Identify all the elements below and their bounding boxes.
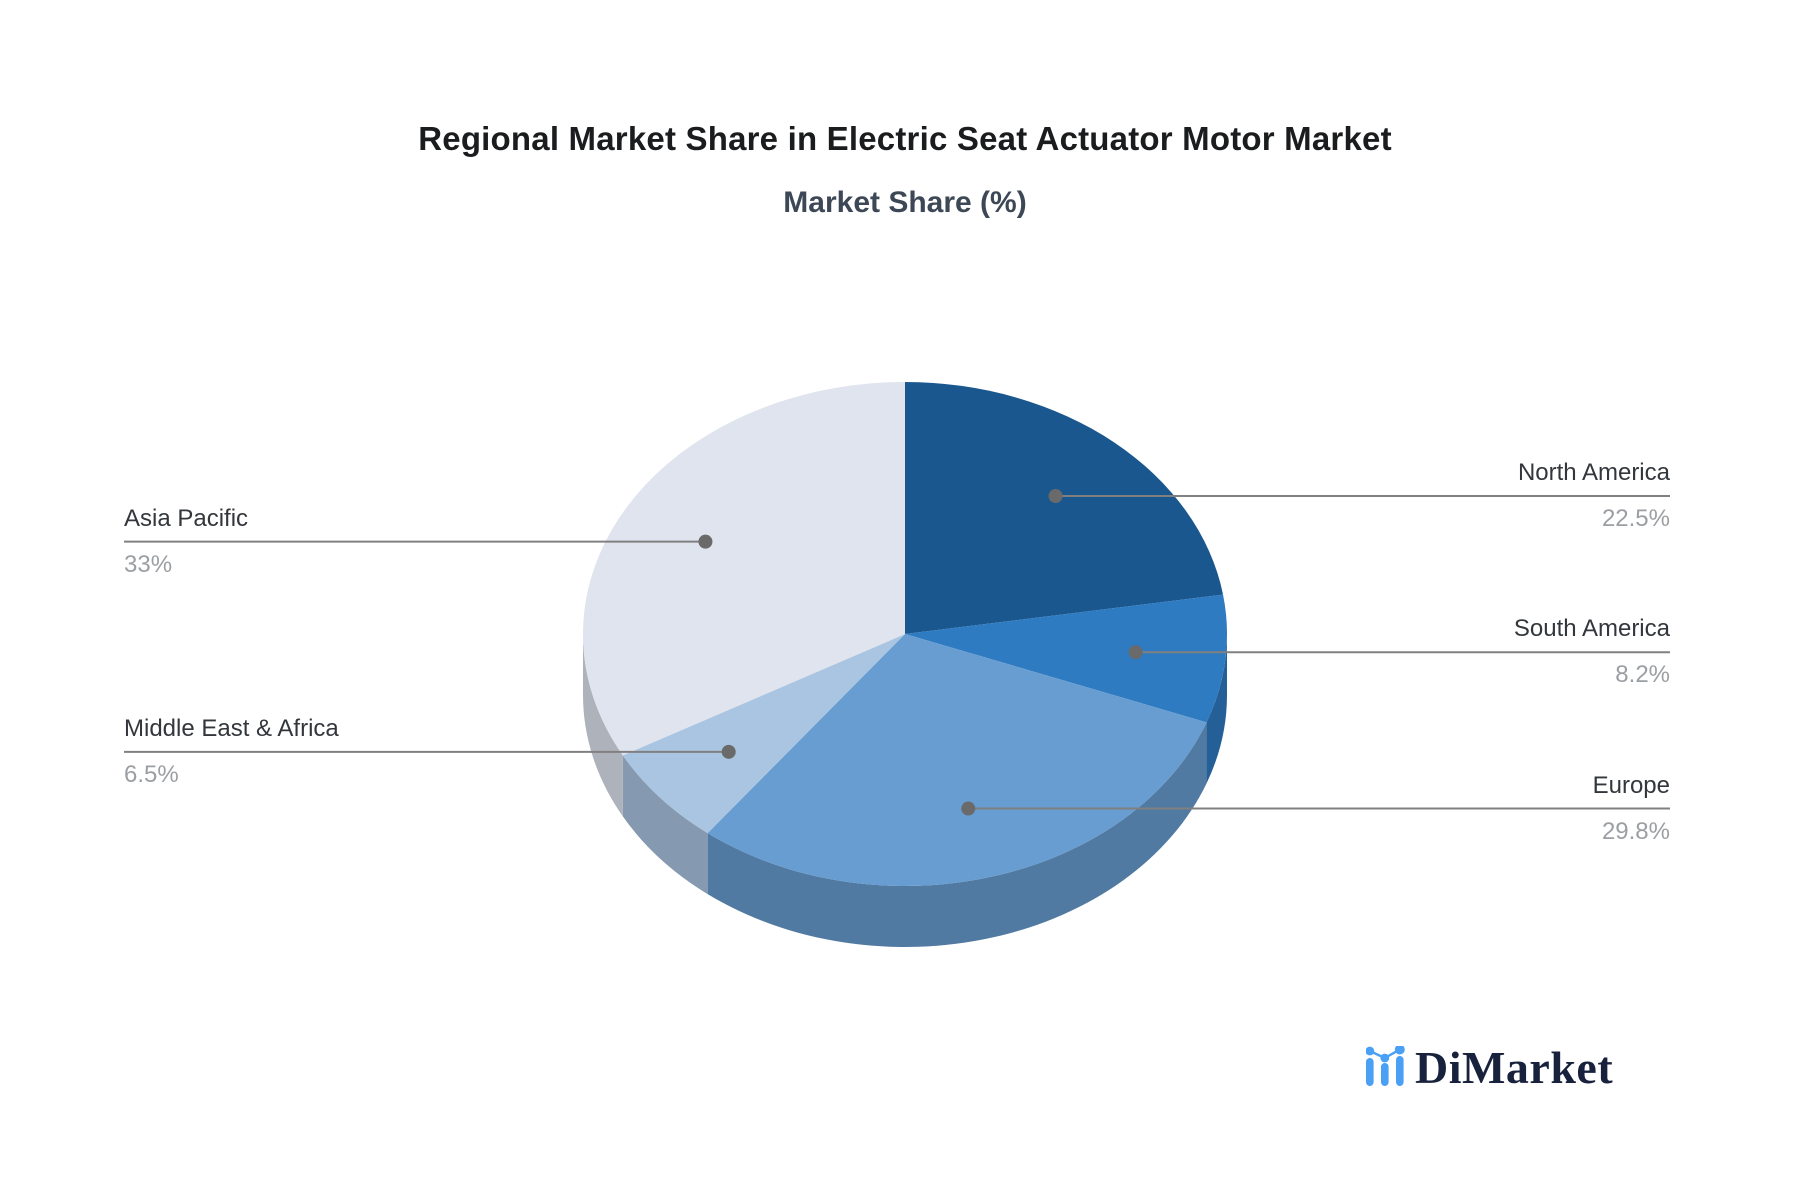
slice-pct-europe: 29.8% xyxy=(1601,818,1670,845)
slice-label-north-america: North America xyxy=(1517,459,1670,486)
slice-label-europe: Europe xyxy=(1592,772,1670,799)
chart-subtitle: Market Share (%) xyxy=(783,186,1027,219)
pie-slice-europe[interactable] xyxy=(707,634,1207,887)
leader-dot-north-america xyxy=(1048,489,1063,504)
pie-slice-side-europe xyxy=(707,722,1207,948)
pie-slice-asia-pacific[interactable] xyxy=(583,382,905,756)
leader-dot-asia-pacific xyxy=(698,534,713,549)
leader-dot-middle-east-africa xyxy=(721,744,736,759)
slice-label-south-america: South America xyxy=(1513,615,1670,642)
brand-logo: DiMarket xyxy=(1360,1038,1660,1100)
leader-dot-south-america xyxy=(1128,645,1143,660)
bar-chart-logo-icon xyxy=(1366,1046,1405,1086)
slice-pct-middle-east-africa: 6.5% xyxy=(124,761,179,788)
slice-label-asia-pacific: Asia Pacific xyxy=(124,505,249,532)
slice-pct-north-america: 22.5% xyxy=(1601,505,1670,532)
pie-slice-side-asia-pacific xyxy=(583,634,623,817)
pie-slice-side-south-america xyxy=(1206,634,1227,784)
pie-slice-north-america[interactable] xyxy=(905,382,1224,634)
chart-title: Regional Market Share in Electric Seat A… xyxy=(418,120,1392,157)
slice-pct-south-america: 8.2% xyxy=(1615,661,1670,688)
brand-name: DiMarket xyxy=(1415,1042,1614,1093)
pie-slice-middle-east-africa[interactable] xyxy=(622,634,905,834)
slice-label-middle-east-africa: Middle East & Africa xyxy=(124,715,339,742)
slice-pct-asia-pacific: 33% xyxy=(124,551,173,578)
pie-slice-south-america[interactable] xyxy=(905,594,1228,723)
leader-dot-europe xyxy=(961,801,976,816)
pie-slice-side-middle-east-africa xyxy=(622,755,708,895)
